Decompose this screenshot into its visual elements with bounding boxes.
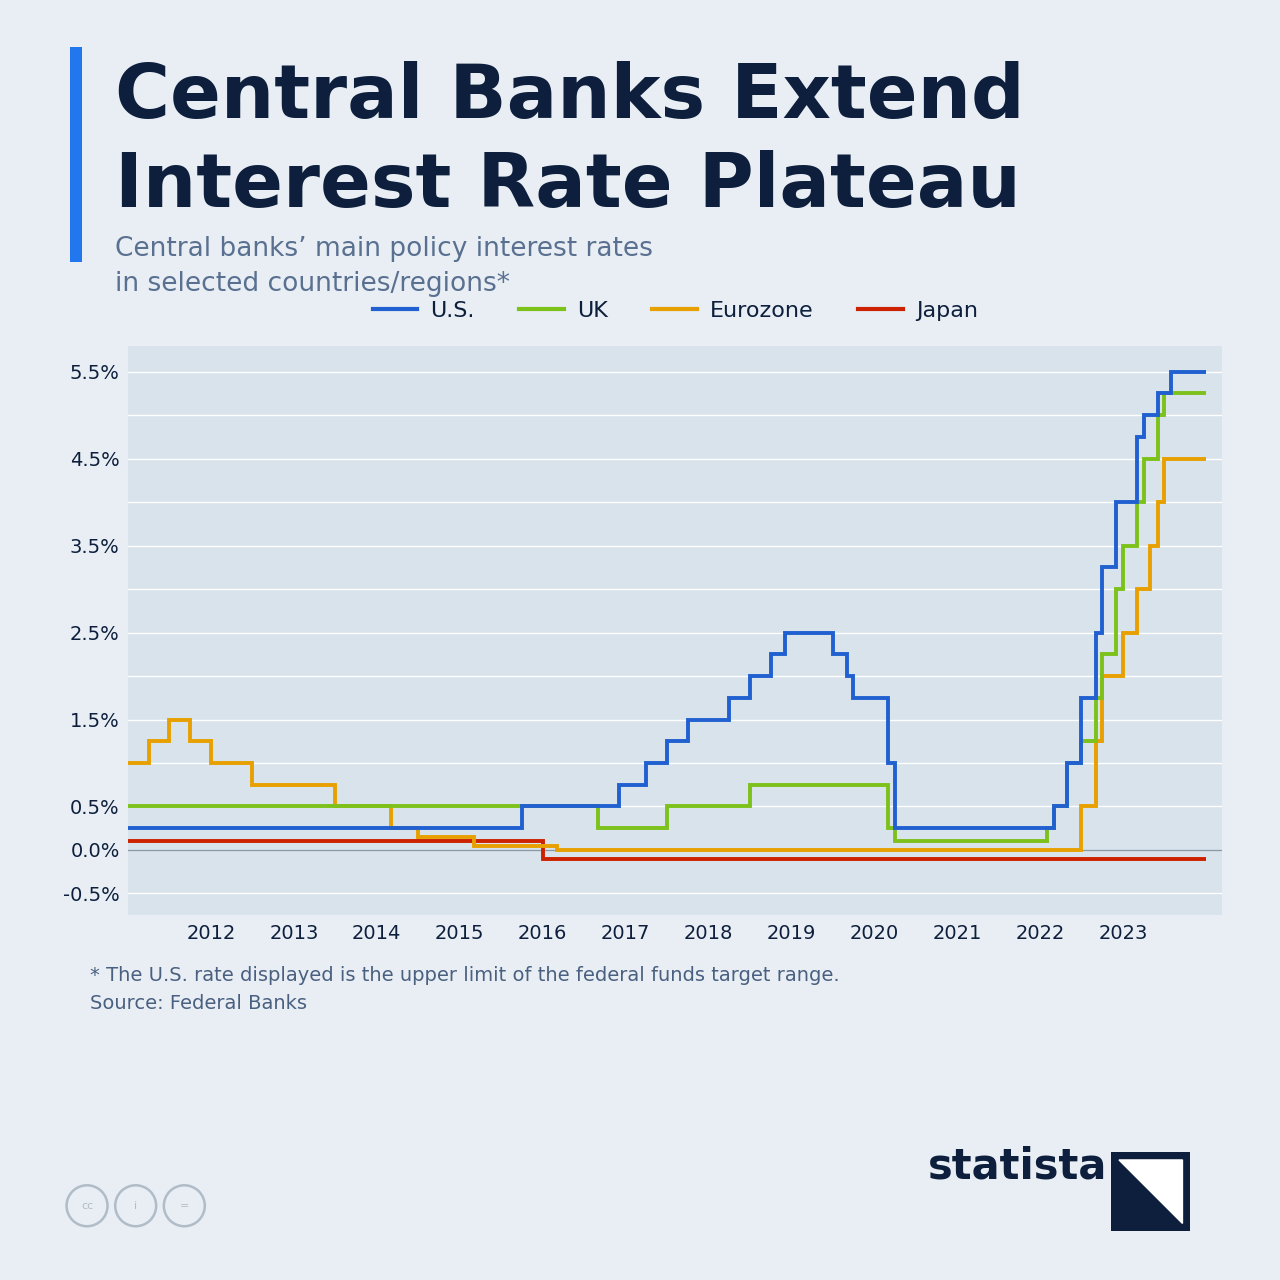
Text: statista: statista <box>928 1146 1107 1188</box>
Text: Central Banks Extend: Central Banks Extend <box>115 61 1025 134</box>
Text: Central banks’ main policy interest rates
in selected countries/regions*: Central banks’ main policy interest rate… <box>115 236 653 297</box>
Polygon shape <box>1119 1160 1183 1224</box>
Text: cc: cc <box>81 1201 93 1211</box>
Text: * The U.S. rate displayed is the upper limit of the federal funds target range.
: * The U.S. rate displayed is the upper l… <box>90 966 840 1012</box>
Text: i: i <box>134 1201 137 1211</box>
Text: Interest Rate Plateau: Interest Rate Plateau <box>115 150 1021 223</box>
Text: =: = <box>179 1201 189 1211</box>
Legend: U.S., UK, Eurozone, Japan: U.S., UK, Eurozone, Japan <box>364 292 987 330</box>
